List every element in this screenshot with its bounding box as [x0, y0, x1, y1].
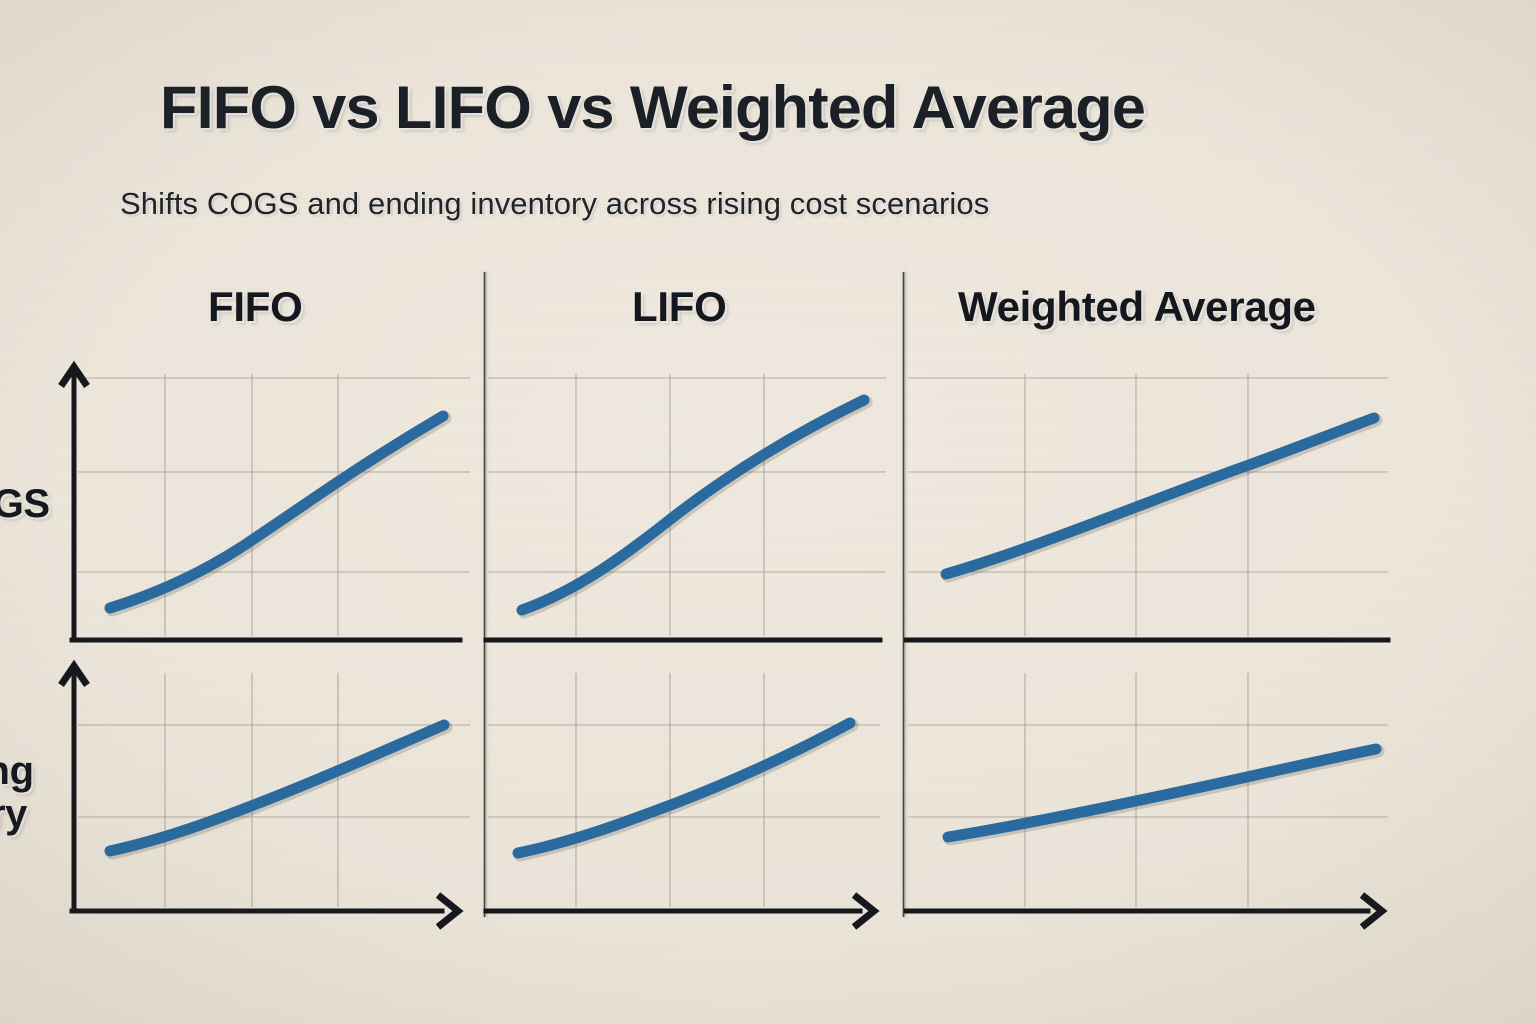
chart-weighted-average-cogs — [903, 374, 1391, 643]
column-header-fifo: FIFO — [208, 283, 303, 330]
row-label-cogs: OGS — [0, 482, 50, 526]
x-axis-arrow-icon — [851, 892, 880, 930]
chart-weighted-average-ending-inventory — [903, 673, 1388, 930]
column-header-lifo: LIFO — [632, 283, 727, 330]
column-divider-2 — [902, 272, 905, 917]
column-divider-1 — [483, 272, 486, 917]
chart-lifo-cogs — [483, 374, 886, 643]
y-axis-arrow-icon — [58, 659, 90, 687]
page-subtitle: Shifts COGS and ending inventory across … — [120, 186, 990, 221]
y-axis-arrow-icon — [58, 360, 90, 388]
page-title: FIFO vs LIFO vs Weighted Average — [160, 74, 1146, 141]
chart-fifo-cogs — [58, 360, 470, 643]
row-label-ending-inventory-line1: sing — [0, 749, 34, 793]
chart-fifo-ending-inventory — [58, 659, 470, 930]
x-axis-arrow-icon — [1359, 892, 1388, 930]
column-header-weighted-average: Weighted Average — [958, 283, 1316, 330]
chart-lifo-ending-inventory — [483, 673, 880, 930]
row-label-ending-inventory: sing tory — [0, 749, 34, 837]
row-label-ending-inventory-line2: tory — [0, 792, 27, 837]
x-axis-arrow-icon — [435, 892, 464, 930]
